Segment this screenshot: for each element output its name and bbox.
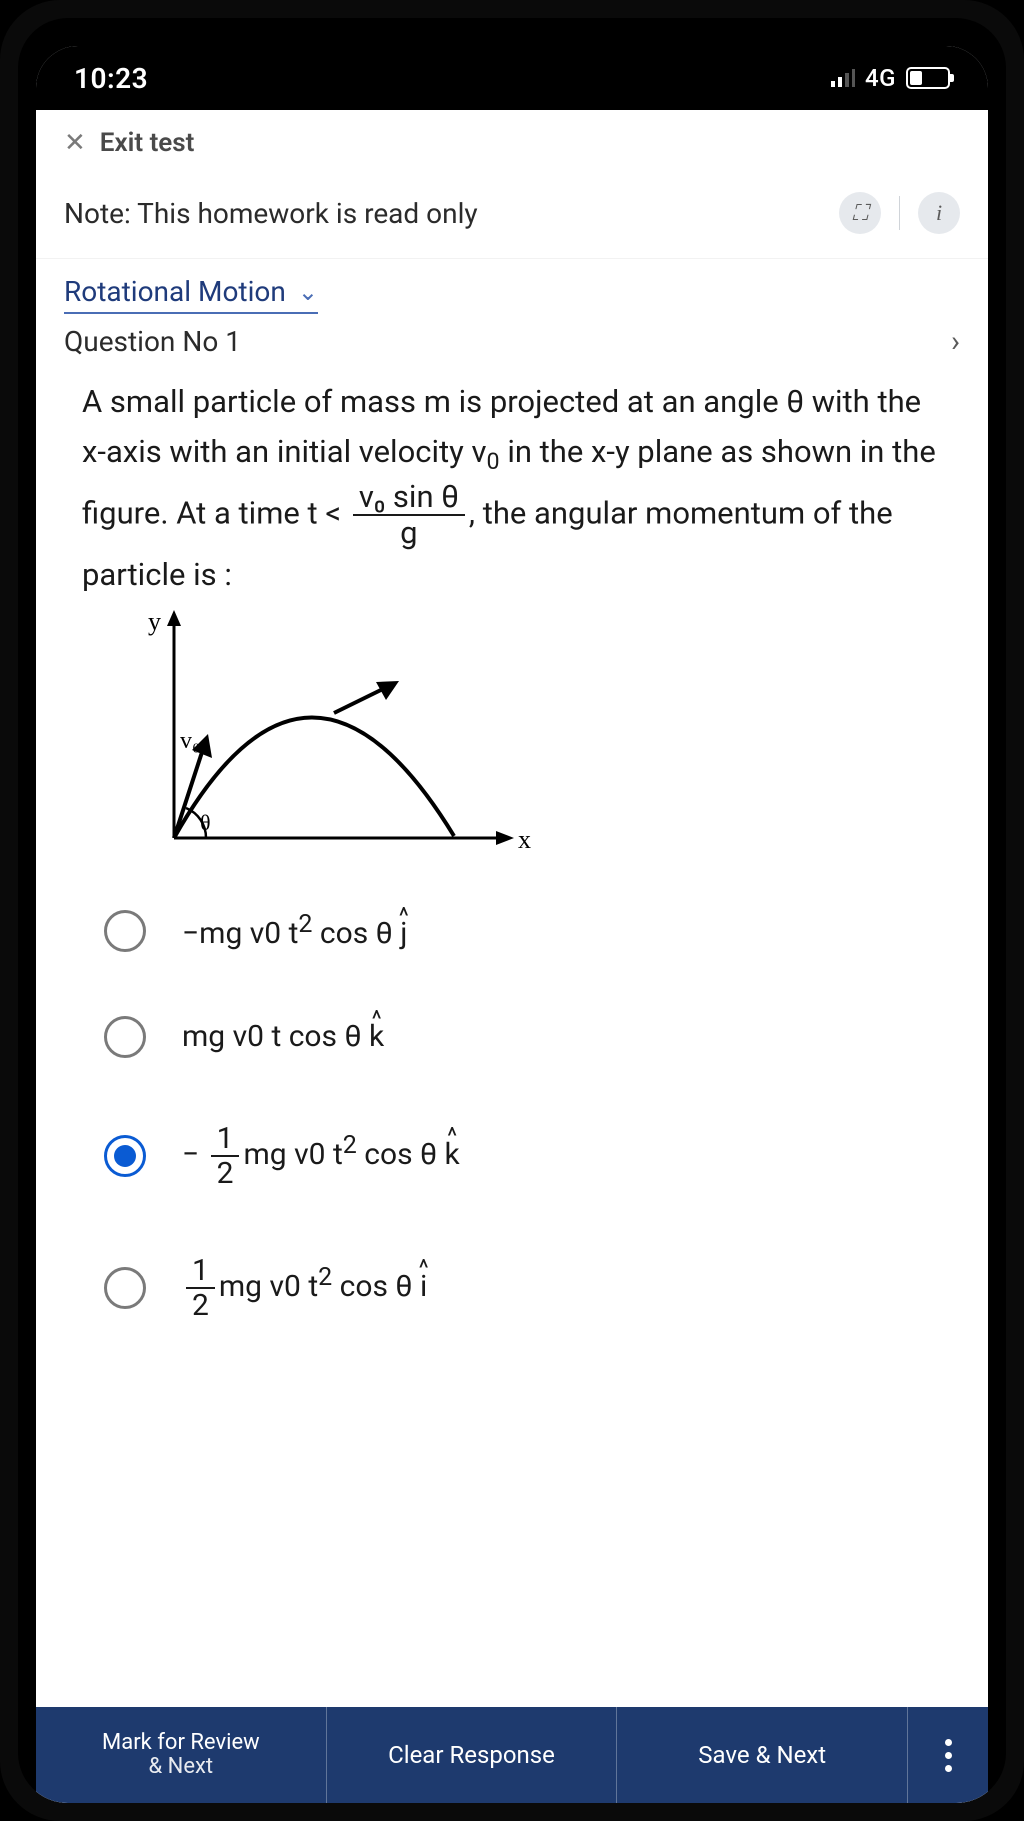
oc-frac: 12 — [211, 1122, 240, 1190]
next-question-icon[interactable]: › — [951, 324, 960, 359]
oc-fn: 1 — [211, 1122, 240, 1157]
oc-m1: mg v — [243, 1137, 308, 1172]
bottom-bar: Mark for Review & Next Clear Response Sa… — [36, 1707, 988, 1803]
oa-post: cos θ — [312, 916, 400, 951]
note-icons: ⛶ i — [839, 192, 960, 234]
oc-sup: 2 — [343, 1131, 357, 1160]
bezel: 10:23 4G ✕ Exit test Note: This homework… — [18, 18, 1006, 1803]
y-axis-label: y — [148, 608, 161, 636]
ob-mid: t cos θ — [264, 1019, 369, 1054]
q-sub0: 0 — [487, 447, 500, 475]
save-next-button[interactable]: Save & Next — [617, 1707, 908, 1803]
question-text: A small particle of mass m is projected … — [64, 359, 960, 600]
info-icon[interactable]: i — [918, 192, 960, 234]
q-frac-num: v₀ sin θ — [353, 480, 465, 516]
option-c-label: − 12mg v0 t2 cos θ k — [182, 1122, 460, 1190]
theta-label: θ — [200, 810, 211, 835]
chevron-down-icon: ⌄ — [298, 278, 318, 306]
ob-sub: 0 — [247, 1019, 264, 1054]
projectile-diagram: y x v₀ θ — [134, 608, 534, 868]
oc-post: cos θ — [357, 1137, 445, 1172]
oa-sup: 2 — [298, 910, 312, 939]
ob-unit: k — [369, 1019, 384, 1054]
divider — [899, 196, 900, 230]
save-label: Save & Next — [698, 1741, 826, 1769]
options-list: −mg v0 t2 cos θ j mg v0 t cos θ k − 12mg… — [64, 880, 960, 1322]
more-menu-button[interactable] — [908, 1707, 988, 1803]
option-b-label: mg v0 t cos θ k — [182, 1019, 384, 1054]
option-a[interactable]: −mg v0 t2 cos θ j — [104, 910, 950, 952]
od-m2: t — [301, 1269, 318, 1304]
radio-c-dot — [114, 1145, 136, 1167]
od-frac: 12 — [186, 1254, 215, 1322]
screen: 10:23 4G ✕ Exit test Note: This homework… — [36, 46, 988, 1803]
od-fn: 1 — [186, 1254, 215, 1289]
oc-unit: k — [445, 1137, 460, 1172]
od-fd: 2 — [186, 1289, 215, 1322]
option-b[interactable]: mg v0 t cos θ k — [104, 1016, 950, 1058]
phone-body: 10:23 4G ✕ Exit test Note: This homework… — [0, 0, 1024, 1821]
option-d[interactable]: 12mg v0 t2 cos θ i — [104, 1254, 950, 1322]
exit-header[interactable]: ✕ Exit test — [36, 110, 988, 172]
option-a-label: −mg v0 t2 cos θ j — [182, 910, 407, 951]
oc-fd: 2 — [211, 1157, 240, 1190]
clear-response-button[interactable]: Clear Response — [327, 1707, 618, 1803]
exit-label: Exit test — [100, 128, 195, 158]
network-label: 4G — [865, 64, 896, 92]
battery-fill — [910, 71, 922, 85]
od-m1: mg v — [219, 1269, 284, 1304]
note-row: Note: This homework is read only ⛶ i — [36, 172, 988, 259]
x-axis-label: x — [518, 825, 531, 854]
oc-pre: − — [182, 1137, 207, 1172]
battery-icon — [906, 67, 950, 89]
kebab-icon — [945, 1739, 952, 1772]
oc-sub: 0 — [309, 1137, 326, 1172]
status-bar: 10:23 4G — [36, 46, 988, 110]
clear-label: Clear Response — [388, 1741, 555, 1769]
radio-c[interactable] — [104, 1135, 146, 1177]
radio-d[interactable] — [104, 1267, 146, 1309]
topic-name: Rotational Motion — [64, 275, 286, 308]
oa-pre: −mg v — [182, 916, 264, 951]
oa-sub: 0 — [264, 916, 281, 951]
option-c[interactable]: − 12mg v0 t2 cos θ k — [104, 1122, 950, 1190]
od-sub: 0 — [284, 1269, 301, 1304]
figure: y x v₀ θ — [64, 600, 960, 880]
od-sup: 2 — [318, 1263, 332, 1292]
status-right: 4G — [831, 64, 950, 92]
ob-pre: mg v — [182, 1019, 247, 1054]
question-number: Question No 1 — [64, 325, 241, 358]
oa-mid: t — [281, 916, 298, 951]
close-icon[interactable]: ✕ — [64, 128, 86, 158]
v0-label: v₀ — [180, 728, 200, 754]
radio-b[interactable] — [104, 1016, 146, 1058]
oc-m2: t — [326, 1137, 343, 1172]
oa-unit: j — [400, 916, 407, 951]
mark-review-button[interactable]: Mark for Review & Next — [36, 1707, 327, 1803]
od-unit: i — [420, 1269, 427, 1304]
status-time: 10:23 — [74, 62, 148, 95]
info-label: i — [936, 200, 942, 226]
question-number-row: Question No 1 › — [64, 324, 960, 359]
content-area: Rotational Motion ⌄ Question No 1 › A sm… — [36, 259, 988, 1803]
mark-label: Mark for Review — [102, 1731, 260, 1755]
radio-a[interactable] — [104, 910, 146, 952]
signal-icon — [831, 69, 855, 87]
q-fraction: v₀ sin θg — [353, 480, 465, 550]
q-frac-den: g — [353, 516, 465, 550]
od-post: cos θ — [332, 1269, 420, 1304]
mark-sub: & Next — [149, 1755, 214, 1779]
option-d-label: 12mg v0 t2 cos θ i — [182, 1254, 427, 1322]
expand-icon[interactable]: ⛶ — [839, 192, 881, 234]
topic-dropdown[interactable]: Rotational Motion ⌄ — [64, 275, 318, 314]
note-text: Note: This homework is read only — [64, 197, 478, 230]
